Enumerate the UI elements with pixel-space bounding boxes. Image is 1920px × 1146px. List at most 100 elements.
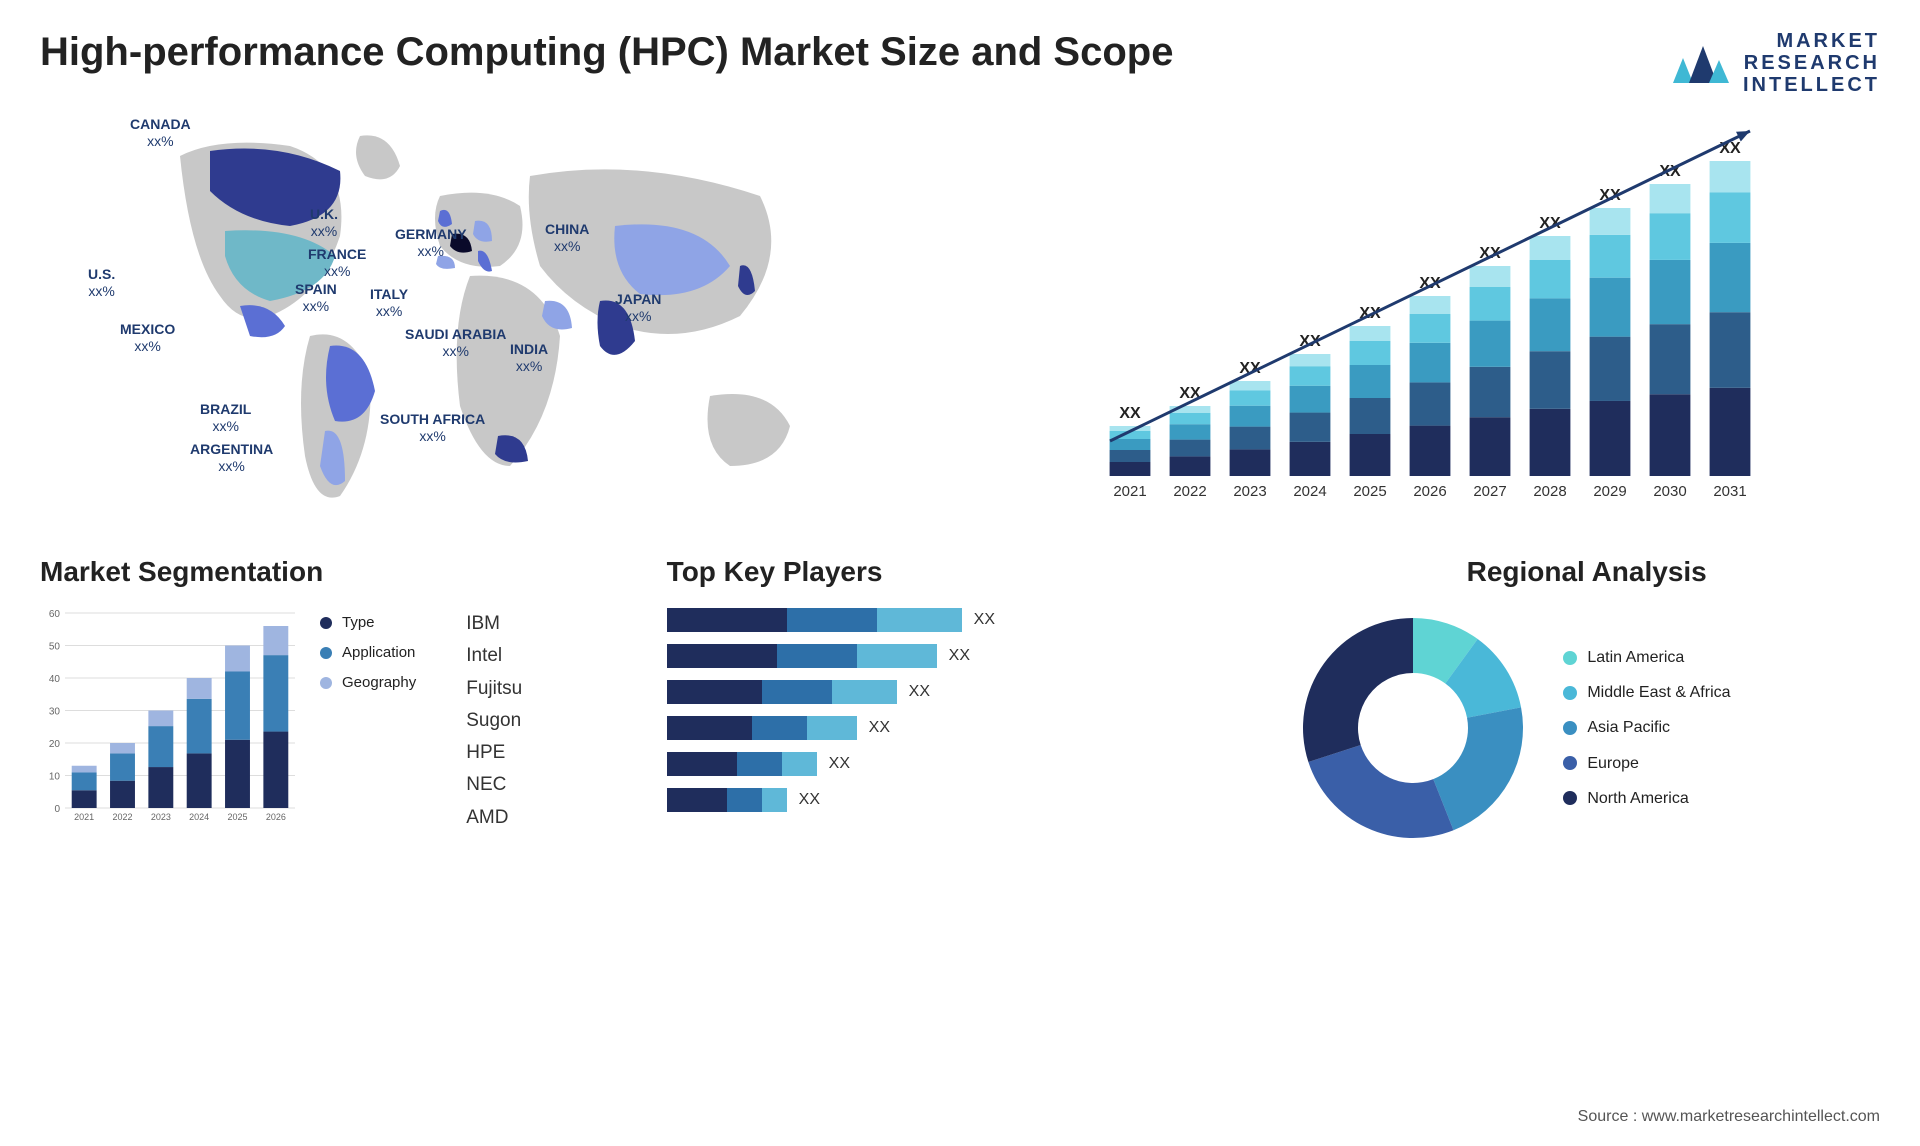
player-item: Fujitsu (466, 673, 522, 705)
kp-value: XX (974, 611, 995, 629)
regional-title: Regional Analysis (1293, 556, 1880, 588)
legend-item: Geography (320, 668, 416, 698)
logo: MARKET RESEARCH INTELLECT (1671, 30, 1880, 96)
segmentation-legend: TypeApplicationGeography (320, 608, 416, 698)
map-label: JAPANxx% (615, 291, 661, 325)
svg-text:2025: 2025 (227, 812, 247, 822)
logo-icon (1671, 38, 1731, 88)
player-item: Intel (466, 640, 522, 672)
legend-label: Europe (1587, 746, 1639, 781)
logo-line1: MARKET (1743, 30, 1880, 52)
svg-text:2023: 2023 (1233, 483, 1266, 500)
svg-text:2025: 2025 (1353, 483, 1386, 500)
kp-bar-segment (762, 788, 787, 812)
svg-text:2028: 2028 (1533, 483, 1566, 500)
svg-text:2031: 2031 (1713, 483, 1746, 500)
legend-dot (320, 677, 332, 689)
donut-legend-item: Europe (1563, 746, 1730, 781)
map-label: FRANCExx% (308, 246, 366, 280)
map-label: SOUTH AFRICAxx% (380, 411, 485, 445)
legend-dot (1563, 721, 1577, 735)
legend-dot (1563, 756, 1577, 770)
key-players-chart: XXXXXXXXXXXX (667, 608, 987, 812)
legend-label: Asia Pacific (1587, 710, 1670, 745)
regional-panel: Regional Analysis Latin AmericaMiddle Ea… (1293, 556, 1880, 848)
segmentation-chart: 0102030405060202120222023202420252026 (40, 608, 300, 828)
svg-text:2022: 2022 (1173, 483, 1206, 500)
svg-text:2026: 2026 (266, 812, 286, 822)
legend-item: Type (320, 608, 416, 638)
map-label: SAUDI ARABIAxx% (405, 326, 506, 360)
kp-bar-segment (857, 644, 937, 668)
svg-text:30: 30 (49, 707, 61, 718)
map-label: ARGENTINAxx% (190, 441, 273, 475)
kp-bar-row: XX (667, 716, 987, 740)
legend-dot (1563, 651, 1577, 665)
kp-bar (667, 788, 787, 812)
map-label: SPAINxx% (295, 281, 337, 315)
legend-label: North America (1587, 781, 1688, 816)
logo-line3: INTELLECT (1743, 74, 1880, 96)
kp-value: XX (869, 719, 890, 737)
kp-bar (667, 608, 962, 632)
map-label: CHINAxx% (545, 221, 589, 255)
svg-text:2023: 2023 (151, 812, 171, 822)
segmentation-title: Market Segmentation (40, 556, 627, 588)
kp-bar-segment (667, 644, 777, 668)
kp-bar-segment (727, 788, 762, 812)
svg-text:40: 40 (49, 674, 61, 685)
kp-bar-row: XX (667, 752, 987, 776)
kp-bar-row: XX (667, 608, 987, 632)
forecast-chart: XX2021XX2022XX2023XX2024XX2025XX2026XX20… (980, 116, 1880, 516)
kp-value: XX (909, 683, 930, 701)
map-label: CANADAxx% (130, 116, 191, 150)
legend-dot (320, 617, 332, 629)
page-title: High-performance Computing (HPC) Market … (40, 30, 1173, 75)
map-label: INDIAxx% (510, 341, 548, 375)
svg-text:2027: 2027 (1473, 483, 1506, 500)
svg-text:2024: 2024 (1293, 483, 1326, 500)
player-item: NEC (466, 769, 522, 801)
kp-bar-segment (762, 680, 832, 704)
world-map (40, 116, 940, 516)
kp-bar-segment (807, 716, 857, 740)
donut-legend-item: Middle East & Africa (1563, 675, 1730, 710)
key-players-title: Top Key Players (667, 556, 1254, 588)
map-label: U.S.xx% (88, 266, 115, 300)
svg-text:2026: 2026 (1413, 483, 1446, 500)
svg-text:2029: 2029 (1593, 483, 1626, 500)
player-item: IBM (466, 608, 522, 640)
kp-bar-segment (667, 716, 752, 740)
logo-line2: RESEARCH (1743, 52, 1880, 74)
legend-dot (1563, 686, 1577, 700)
svg-text:2022: 2022 (112, 812, 132, 822)
svg-text:20: 20 (49, 739, 61, 750)
legend-dot (320, 647, 332, 659)
key-players-panel: Top Key Players XXXXXXXXXXXX (667, 556, 1254, 848)
kp-bar-segment (667, 680, 762, 704)
donut-legend: Latin AmericaMiddle East & AfricaAsia Pa… (1563, 640, 1730, 816)
kp-bar-row: XX (667, 680, 987, 704)
legend-label: Geography (342, 668, 416, 698)
kp-bar (667, 644, 937, 668)
kp-bar-segment (667, 788, 727, 812)
svg-text:XX: XX (1119, 405, 1141, 422)
map-label: BRAZILxx% (200, 401, 251, 435)
kp-bar-segment (667, 608, 787, 632)
donut-legend-item: Asia Pacific (1563, 710, 1730, 745)
map-label: GERMANYxx% (395, 226, 467, 260)
kp-bar-row: XX (667, 644, 987, 668)
world-map-section: CANADAxx%U.S.xx%MEXICOxx%BRAZILxx%ARGENT… (40, 116, 940, 516)
player-item: HPE (466, 737, 522, 769)
kp-value: XX (949, 647, 970, 665)
kp-bar (667, 716, 857, 740)
svg-text:50: 50 (49, 642, 61, 653)
map-label: ITALYxx% (370, 286, 408, 320)
kp-bar (667, 752, 817, 776)
segmentation-panel: Market Segmentation 01020304050602021202… (40, 556, 627, 848)
kp-bar-segment (667, 752, 737, 776)
player-item: AMD (466, 802, 522, 834)
player-item: Sugon (466, 705, 522, 737)
legend-label: Latin America (1587, 640, 1684, 675)
kp-bar-segment (777, 644, 857, 668)
